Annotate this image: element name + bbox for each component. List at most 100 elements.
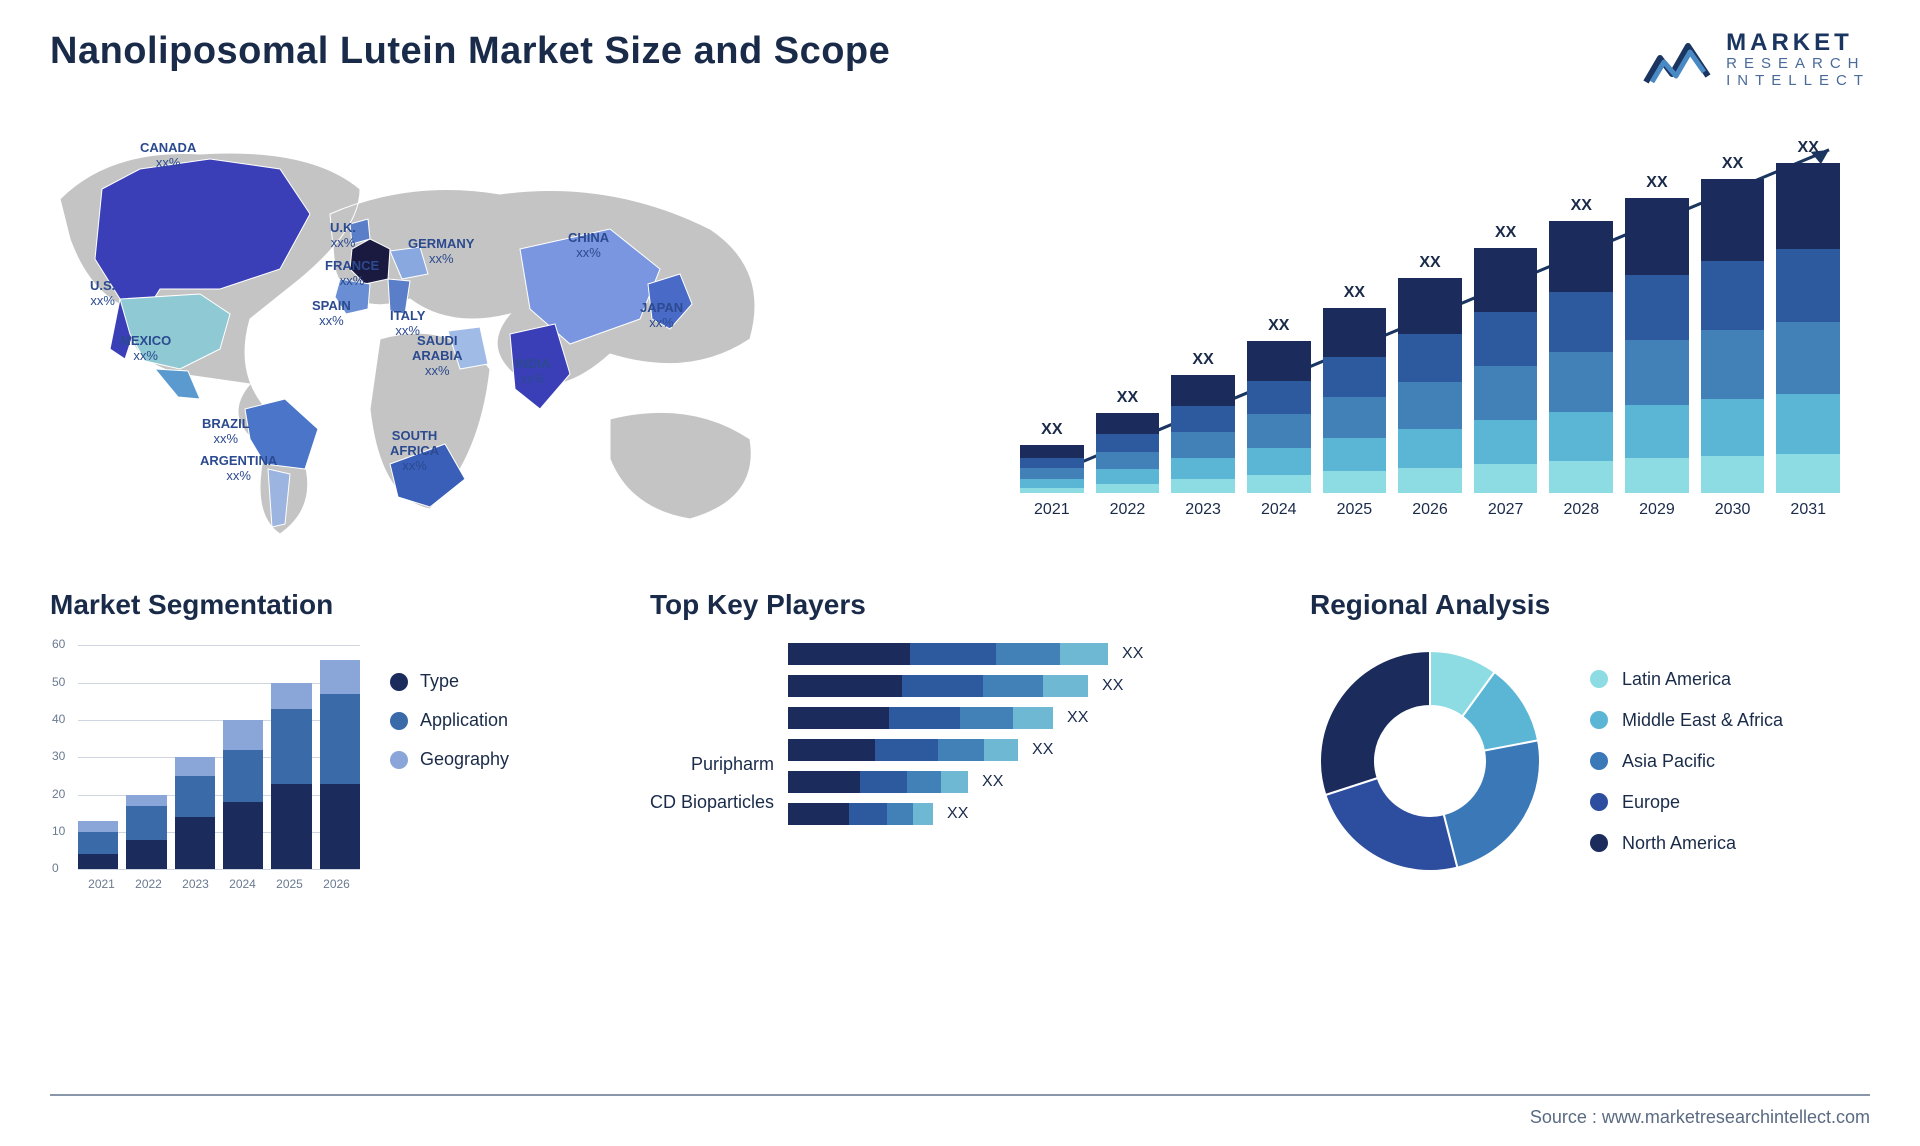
regional-legend: Latin America Middle East & Africa Asia Pa…: [1590, 669, 1783, 854]
forecast-value-label: XX: [1419, 254, 1440, 272]
forecast-value-label: XX: [1192, 351, 1213, 369]
kp-row-2: XX: [788, 707, 1248, 729]
map-label-saudi-arabia: SAUDIARABIAxx%: [412, 334, 463, 379]
forecast-bar-2028: XX2028: [1549, 197, 1613, 519]
kp-value: XX: [1032, 741, 1053, 759]
map-label-canada: CANADAxx%: [140, 141, 196, 171]
seg-ytick: 50: [52, 675, 65, 689]
forecast-year-label: 2022: [1110, 501, 1146, 519]
world-map-chart: CANADAxx% U.S.xx%MEXICOxx% BRAZILxx% ARGENT…: [50, 119, 950, 549]
seg-bar-2026: [320, 660, 360, 869]
seg-bar-2024: [223, 720, 263, 869]
kp-row-4: XX: [788, 771, 1248, 793]
seg-year-label: 2021: [78, 877, 125, 891]
logo-line2: RESEARCH: [1726, 56, 1870, 73]
map-label-germany: GERMANYxx%: [408, 237, 474, 267]
page-title: Nanoliposomal Lutein Market Size and Sco…: [50, 30, 890, 73]
map-label-japan: JAPANxx%: [640, 301, 683, 331]
forecast-bar-2030: XX 2030: [1701, 155, 1765, 519]
logo-line3: INTELLECT: [1726, 73, 1870, 90]
regional-legend-item: Latin America: [1590, 669, 1783, 690]
forecast-year-label: 2026: [1412, 501, 1448, 519]
regional-donut-chart: [1310, 641, 1550, 881]
forecast-value-label: XX: [1798, 139, 1819, 157]
map-label-china: CHINAxx%: [568, 231, 609, 261]
forecast-bar-2031: XX 2031: [1776, 139, 1840, 519]
forecast-year-label: 2021: [1034, 501, 1070, 519]
segmentation-title: Market Segmentation: [50, 589, 610, 621]
forecast-year-label: 2024: [1261, 501, 1297, 519]
seg-year-label: 2024: [219, 877, 266, 891]
forecast-bar-2025: XX 2025: [1323, 284, 1387, 519]
key-players-title: Top Key Players: [650, 589, 1270, 621]
kp-value: XX: [1122, 645, 1143, 663]
regional-legend-item: Middle East & Africa: [1590, 710, 1783, 731]
forecast-value-label: XX: [1495, 224, 1516, 242]
forecast-bar-2022: XX 2022: [1096, 389, 1160, 519]
forecast-bar-chart: XX2021XX2022XX2023XX2024XX2025XX2026XX20…: [990, 119, 1870, 549]
segmentation-chart: 0102030405060202120222023202420252026: [50, 641, 360, 891]
key-players-chart: XX XX XX XX XX XX: [788, 643, 1248, 825]
forecast-year-label: 2031: [1790, 501, 1826, 519]
donut-slice-asia-pacific: [1444, 741, 1540, 868]
forecast-bar-2024: XX 2024: [1247, 317, 1311, 519]
map-label-france: FRANCExx%: [325, 259, 379, 289]
regional-legend-item: North America: [1590, 833, 1783, 854]
seg-ytick: 40: [52, 712, 65, 726]
logo-icon: [1642, 32, 1712, 88]
map-label-u-k-: U.K.xx%: [330, 221, 356, 251]
kp-label: CD Bioparticles: [650, 791, 774, 813]
forecast-value-label: XX: [1344, 284, 1365, 302]
seg-bar-2025: [271, 683, 311, 870]
seg-legend-item: Geography: [390, 749, 509, 770]
forecast-value-label: XX: [1041, 421, 1062, 439]
kp-value: XX: [947, 805, 968, 823]
map-label-spain: SPAINxx%: [312, 299, 351, 329]
divider: [50, 1094, 1870, 1096]
seg-bar-2022: [126, 795, 166, 870]
map-label-south-africa: SOUTHAFRICAxx%: [390, 429, 439, 474]
regional-panel: Regional Analysis Latin AmericaMiddle Ea…: [1310, 589, 1870, 891]
seg-ytick: 20: [52, 787, 65, 801]
forecast-value-label: XX: [1571, 197, 1592, 215]
kp-row-0: XX: [788, 643, 1248, 665]
map-label-argentina: ARGENTINAxx%: [200, 454, 277, 484]
seg-year-label: 2023: [172, 877, 219, 891]
kp-value: XX: [1102, 677, 1123, 695]
seg-year-label: 2025: [266, 877, 313, 891]
forecast-bar-2023: XX2023: [1171, 351, 1235, 519]
regional-legend-item: Asia Pacific: [1590, 751, 1783, 772]
map-label-u-s-: U.S.xx%: [90, 279, 115, 309]
seg-bar-2021: [78, 821, 118, 870]
seg-ytick: 60: [52, 637, 65, 651]
forecast-year-label: 2029: [1639, 501, 1675, 519]
seg-legend-item: Type: [390, 671, 509, 692]
seg-ytick: 30: [52, 749, 65, 763]
forecast-year-label: 2030: [1715, 501, 1751, 519]
kp-row-1: XX: [788, 675, 1248, 697]
map-label-mexico: MEXICOxx%: [120, 334, 171, 364]
seg-legend-item: Application: [390, 710, 509, 731]
key-players-labels: PuripharmCD Bioparticles: [650, 641, 788, 825]
forecast-value-label: XX: [1268, 317, 1289, 335]
kp-row-5: XX: [788, 803, 1248, 825]
segmentation-panel: Market Segmentation 01020304050602021202…: [50, 589, 610, 891]
forecast-bar-2026: XX 2026: [1398, 254, 1462, 519]
seg-bar-2023: [175, 757, 215, 869]
seg-ytick: 10: [52, 824, 65, 838]
seg-year-label: 2022: [125, 877, 172, 891]
map-label-india: INDIAxx%: [515, 357, 550, 387]
forecast-value-label: XX: [1722, 155, 1743, 173]
seg-ytick: 0: [52, 861, 59, 875]
logo-line1: MARKET: [1726, 30, 1870, 56]
forecast-value-label: XX: [1646, 174, 1667, 192]
key-players-panel: Top Key Players PuripharmCD Bioparticles…: [650, 589, 1270, 891]
donut-slice-north-america: [1320, 651, 1430, 795]
forecast-year-label: 2025: [1337, 501, 1373, 519]
regional-legend-item: Europe: [1590, 792, 1783, 813]
segmentation-legend: Type Application Geography: [390, 641, 509, 770]
forecast-year-label: 2027: [1488, 501, 1524, 519]
forecast-value-label: XX: [1117, 389, 1138, 407]
seg-year-label: 2026: [313, 877, 360, 891]
map-label-brazil: BRAZILxx%: [202, 417, 250, 447]
